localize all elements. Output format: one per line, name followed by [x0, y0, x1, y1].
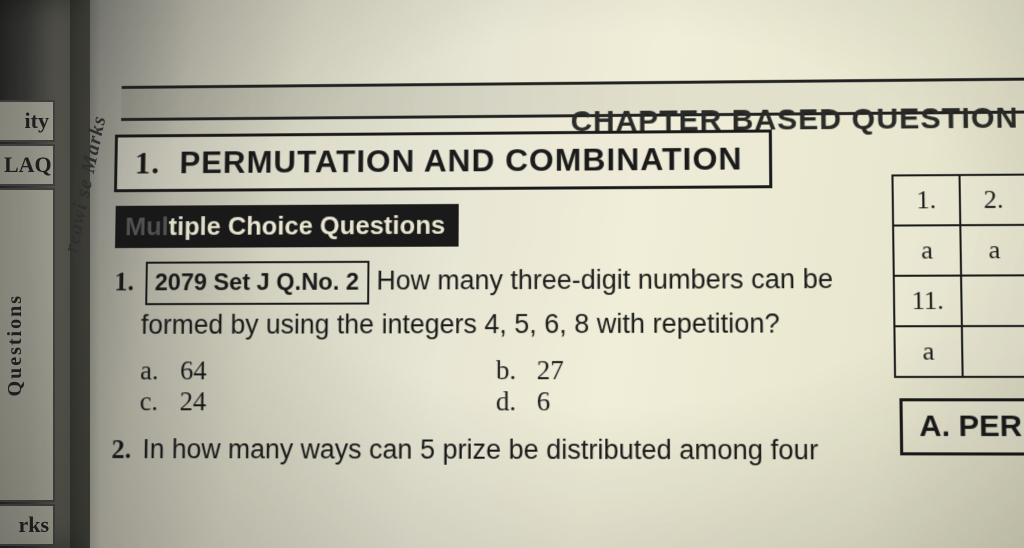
q1-opt-b-val: 27: [537, 355, 564, 385]
ans-r4c1: a: [894, 326, 962, 377]
page-content: CHAPTER BASED QUESTION 1. PERMUTATION AN…: [102, 0, 1024, 548]
tab-ity: ity: [0, 100, 55, 142]
tab-laq: LAQ: [0, 144, 55, 186]
tab-questions: Questions: [0, 188, 55, 502]
ans-r1c1: 1.: [892, 175, 960, 226]
q1-set-box: 2079 Set J Q.No. 2: [145, 261, 369, 305]
mcq-label-rest: tiple Choice Questions: [168, 210, 445, 241]
spine-shadow: [70, 0, 100, 548]
mcq-header: Multiple Choice Questions: [115, 204, 459, 248]
q1-opt-a-val: 64: [180, 355, 207, 385]
tab-rks: rks: [0, 504, 55, 546]
q1-opt-d-label: d.: [496, 386, 530, 417]
mcq-label-broken: Mul: [125, 211, 169, 241]
chapter-title-box: 1. PERMUTATION AND COMBINATION: [114, 130, 772, 193]
q1-opt-b-label: b.: [496, 355, 530, 386]
q2-text: In how many ways can 5 prize be distribu…: [142, 434, 818, 465]
q2-number: 2.: [111, 429, 135, 469]
q1-options: a. 64 b. 27 c. 24 d. 6: [139, 354, 1024, 417]
ans-r2c2: a: [960, 225, 1024, 276]
q1-text-line2: formed by using the integers 4, 5, 6, 8 …: [141, 308, 780, 339]
q1-opt-c-label: c.: [139, 386, 173, 417]
chapter-number: 1.: [135, 145, 161, 180]
question-2: 2. In how many ways can 5 prize be distr…: [111, 429, 1024, 471]
q1-opt-a-label: a.: [140, 355, 174, 386]
q1-number: 1.: [114, 262, 138, 302]
left-margin-tabs: ity LAQ Questions rks: [0, 100, 55, 548]
chapter-based-heading: CHAPTER BASED QUESTION: [571, 102, 1019, 139]
q1-opt-c: c. 24: [139, 386, 495, 417]
q1-opt-b: b. 27: [496, 354, 859, 386]
ans-r3c1: 11.: [894, 276, 962, 327]
q1-opt-d-val: 6: [537, 386, 551, 416]
ans-r3c2: [961, 275, 1024, 326]
q1-opt-a: a. 64: [140, 355, 496, 386]
answer-grid: 1. 2. a a 11. a: [891, 174, 1024, 378]
question-1: 1. 2079 Set J Q.No. 2 How many three-dig…: [113, 258, 1024, 345]
ans-r1c2: 2.: [960, 175, 1024, 226]
section-a-per-box: A. PER: [899, 398, 1024, 455]
q1-opt-c-val: 24: [179, 386, 206, 416]
q1-opt-d: d. 6: [496, 386, 860, 418]
ans-r2c1: a: [893, 225, 961, 276]
ans-r4c2: [962, 326, 1024, 377]
q1-text-line1: How many three-digit numbers can be: [376, 264, 833, 296]
chapter-title: PERMUTATION AND COMBINATION: [179, 141, 742, 180]
